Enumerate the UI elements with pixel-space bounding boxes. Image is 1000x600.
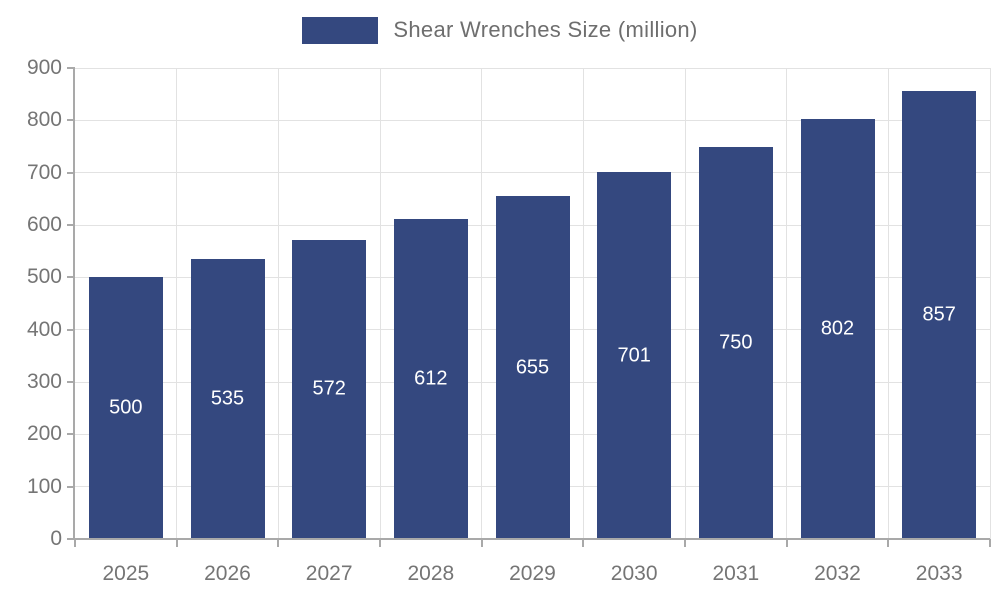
x-tick-mark <box>277 539 280 547</box>
x-tick-label: 2030 <box>610 562 658 585</box>
x-tick-label: 2028 <box>407 562 455 585</box>
x-tick-mark <box>582 539 585 547</box>
bar-2026[interactable]: 535 <box>190 259 265 539</box>
bar-value-label: 535 <box>210 387 245 410</box>
bar-value-label: 802 <box>820 317 855 340</box>
y-tick-label: 400 <box>26 317 62 341</box>
x-tick-mark <box>785 539 788 547</box>
bar-value-label: 572 <box>312 377 346 400</box>
x-tick-label: 2027 <box>305 562 353 585</box>
x-axis-line <box>73 538 990 540</box>
y-tick-mark <box>67 171 75 174</box>
x-tick-label: 2025 <box>102 562 150 585</box>
gridline-vertical <box>481 68 483 539</box>
gridline-vertical <box>786 68 788 539</box>
x-tick-label: 2032 <box>814 562 861 585</box>
bar-value-label: 701 <box>617 344 651 367</box>
bar-2025[interactable]: 500 <box>88 277 163 539</box>
x-tick-mark <box>175 539 178 547</box>
bar-2032[interactable]: 802 <box>800 119 875 539</box>
bar-value-label: 750 <box>719 331 753 354</box>
gridline-vertical <box>582 68 584 539</box>
bar-value-label: 612 <box>414 367 448 390</box>
legend-label: Shear Wrenches Size (million) <box>393 17 698 42</box>
x-tick-mark <box>379 539 381 547</box>
y-tick-label: 100 <box>26 474 62 498</box>
legend-swatch <box>302 16 379 44</box>
y-tick-mark <box>67 381 75 383</box>
y-axis-line <box>73 68 75 540</box>
plot-area: 500 535 572 612 655 701 750 802 857 <box>75 67 991 539</box>
y-tick-label: 0 <box>50 527 62 550</box>
y-tick-label: 200 <box>26 422 62 446</box>
y-tick-label: 600 <box>26 213 62 236</box>
y-tick-mark <box>67 538 75 540</box>
bar-2028[interactable]: 612 <box>393 218 468 539</box>
gridline-vertical <box>176 68 178 539</box>
y-tick-mark <box>67 433 75 436</box>
bar-2033[interactable]: 857 <box>902 90 977 539</box>
x-tick-mark <box>74 539 76 547</box>
bar-value-label: 500 <box>109 396 143 419</box>
y-tick-label: 700 <box>26 160 62 184</box>
y-tick-mark <box>67 224 75 226</box>
gridline-vertical <box>989 68 991 539</box>
y-tick-mark <box>67 119 75 122</box>
gridline-vertical <box>277 68 279 539</box>
legend[interactable]: Shear Wrenches Size (million) <box>0 15 1000 45</box>
bar-value-label: 655 <box>515 356 550 379</box>
x-tick-mark <box>989 539 991 547</box>
x-tick-label: 2029 <box>509 562 556 585</box>
y-tick-label: 300 <box>26 370 62 393</box>
bar-2027[interactable]: 572 <box>292 239 367 539</box>
y-tick-mark <box>67 485 75 488</box>
gridline-vertical <box>379 68 381 539</box>
y-tick-mark <box>67 67 75 69</box>
x-tick-label: 2033 <box>915 562 963 585</box>
y-tick-mark <box>67 328 75 331</box>
bar-2031[interactable]: 750 <box>698 146 773 539</box>
x-tick-label: 2031 <box>712 562 760 585</box>
gridline-horizontal <box>75 119 990 121</box>
x-tick-mark <box>887 539 890 547</box>
gridline-vertical <box>684 68 686 539</box>
y-tick-label: 500 <box>26 265 62 289</box>
bar-2029[interactable]: 655 <box>495 196 570 539</box>
gridline-horizontal <box>75 172 990 174</box>
bar-value-label: 857 <box>922 303 956 326</box>
gridline-horizontal <box>75 67 990 69</box>
x-tick-mark <box>684 539 686 547</box>
y-tick-mark <box>67 276 75 279</box>
x-tick-label: 2026 <box>204 562 251 585</box>
y-tick-label: 800 <box>26 108 62 132</box>
gridline-vertical <box>887 68 889 539</box>
y-tick-label: 900 <box>26 56 62 79</box>
x-tick-mark <box>480 539 483 547</box>
bar-2030[interactable]: 701 <box>597 172 672 539</box>
